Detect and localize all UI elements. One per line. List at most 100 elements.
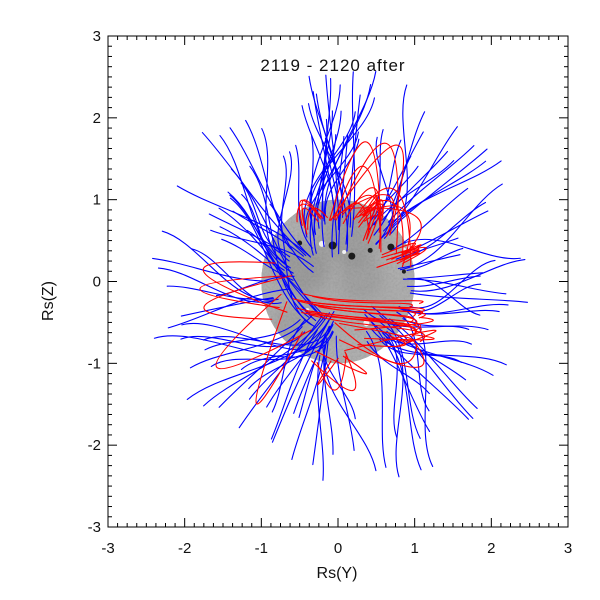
closed-field-line xyxy=(315,350,367,375)
closed-field-line xyxy=(296,203,324,223)
x-tick-label: 3 xyxy=(564,540,572,557)
closed-field-line xyxy=(393,247,420,260)
closed-field-line xyxy=(305,310,422,334)
open-field-line xyxy=(167,288,291,329)
sunspot-bright xyxy=(342,250,347,255)
closed-field-line xyxy=(301,312,416,337)
y-tick-label: -1 xyxy=(88,355,101,372)
closed-field-line xyxy=(311,351,357,392)
closed-field-line xyxy=(358,199,384,224)
x-tick-label: 0 xyxy=(334,540,342,557)
open-field-line xyxy=(396,311,430,412)
open-field-line xyxy=(397,254,461,270)
open-field-line xyxy=(367,165,419,226)
open-field-line xyxy=(293,320,334,414)
closed-field-line xyxy=(338,339,425,368)
open-field-line xyxy=(391,126,458,225)
open-field-line xyxy=(406,247,464,272)
open-field-line xyxy=(203,312,328,407)
closed-field-line xyxy=(301,199,322,235)
sunspot-dark xyxy=(401,269,406,274)
closed-field-line xyxy=(348,207,422,258)
closed-field-line xyxy=(341,202,370,233)
open-field-line xyxy=(378,338,463,363)
closed-field-line xyxy=(296,307,421,330)
open-field-line xyxy=(397,238,521,260)
open-field-line xyxy=(240,182,281,254)
open-field-line xyxy=(385,332,398,439)
closed-field-line xyxy=(376,252,420,268)
closed-field-line xyxy=(363,203,384,221)
open-field-line xyxy=(387,145,475,223)
x-tick-label: 1 xyxy=(410,540,418,557)
open-field-line xyxy=(180,331,306,348)
closed-field-line xyxy=(298,199,322,226)
open-field-line xyxy=(323,347,377,472)
open-field-line xyxy=(271,320,330,443)
field-lines-layer xyxy=(152,70,528,481)
open-field-line xyxy=(309,110,342,256)
closed-field-line xyxy=(203,275,293,320)
closed-field-line xyxy=(202,261,288,313)
open-field-line xyxy=(180,297,274,317)
open-field-line xyxy=(312,91,338,246)
open-field-line xyxy=(218,207,323,319)
y-tick-label: 0 xyxy=(93,274,101,291)
closed-field-line xyxy=(353,187,412,268)
open-field-line xyxy=(402,278,507,295)
y-tick-label: 2 xyxy=(93,110,101,127)
y-tick-label: 1 xyxy=(93,192,101,209)
open-field-line xyxy=(317,354,324,481)
closed-field-line xyxy=(215,293,312,370)
open-field-line xyxy=(249,165,310,318)
open-field-line xyxy=(323,70,377,225)
open-field-line xyxy=(407,272,484,280)
closed-field-line xyxy=(311,295,413,308)
open-field-line xyxy=(410,258,526,292)
open-field-line xyxy=(364,313,431,432)
open-field-line xyxy=(270,329,318,440)
x-tick-label: -3 xyxy=(101,540,114,557)
open-field-line xyxy=(229,127,311,257)
sunspot-dark xyxy=(367,247,373,253)
open-field-line xyxy=(400,183,503,271)
open-field-line xyxy=(298,325,330,418)
open-field-line xyxy=(310,134,315,241)
open-field-line xyxy=(301,105,335,212)
open-field-line xyxy=(373,111,426,236)
closed-field-line xyxy=(302,293,424,304)
sunspot-dark xyxy=(387,243,395,251)
open-field-line xyxy=(363,308,489,331)
closed-field-line xyxy=(292,298,425,313)
open-field-line xyxy=(351,71,356,237)
sunspot-dark xyxy=(328,241,337,250)
open-field-line xyxy=(392,187,469,251)
open-field-line xyxy=(315,93,349,252)
open-field-line xyxy=(386,330,404,478)
axes-layer: -3 -2 -1 0 1 2 3 -3 -2 -1 0 1 2 3 xyxy=(88,28,573,557)
closed-field-line xyxy=(199,275,283,309)
magnetogram-shade-patch xyxy=(339,255,383,300)
open-field-line xyxy=(389,84,408,236)
plot-title: 2119 - 2120 after xyxy=(260,56,405,75)
open-field-line xyxy=(309,97,375,222)
closed-field-line xyxy=(363,333,435,341)
closed-field-line xyxy=(297,300,416,317)
closed-field-line xyxy=(317,357,339,386)
y-tick-label: 3 xyxy=(93,28,101,45)
closed-field-line xyxy=(358,203,381,244)
open-field-line xyxy=(366,341,430,395)
x-tick-label: -2 xyxy=(178,540,191,557)
open-field-lines xyxy=(152,70,528,481)
closed-field-line xyxy=(312,303,414,324)
closed-field-line xyxy=(339,322,414,342)
closed-field-line xyxy=(255,301,303,405)
closed-field-line xyxy=(344,329,437,352)
closed-field-line xyxy=(316,353,347,391)
y-axis-label: Rs(Z) xyxy=(40,281,57,321)
closed-field-line xyxy=(328,141,382,253)
open-field-line xyxy=(369,319,494,376)
open-field-line xyxy=(248,312,330,400)
